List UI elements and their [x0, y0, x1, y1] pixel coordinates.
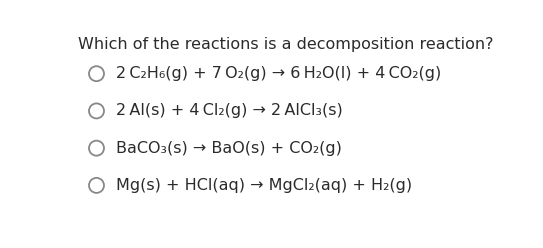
Text: 2 Al(s) + 4 Cl₂(g) → 2 AlCl₃(s): 2 Al(s) + 4 Cl₂(g) → 2 AlCl₃(s): [116, 103, 343, 118]
Text: BaCO₃(s) → BaO(s) + CO₂(g): BaCO₃(s) → BaO(s) + CO₂(g): [116, 141, 342, 156]
Text: Which of the reactions is a decomposition reaction?: Which of the reactions is a decompositio…: [78, 37, 494, 52]
Text: 2 C₂H₆(g) + 7 O₂(g) → 6 H₂O(l) + 4 CO₂(g): 2 C₂H₆(g) + 7 O₂(g) → 6 H₂O(l) + 4 CO₂(g…: [116, 66, 441, 81]
Text: Mg(s) + HCl(aq) → MgCl₂(aq) + H₂(g): Mg(s) + HCl(aq) → MgCl₂(aq) + H₂(g): [116, 178, 412, 193]
